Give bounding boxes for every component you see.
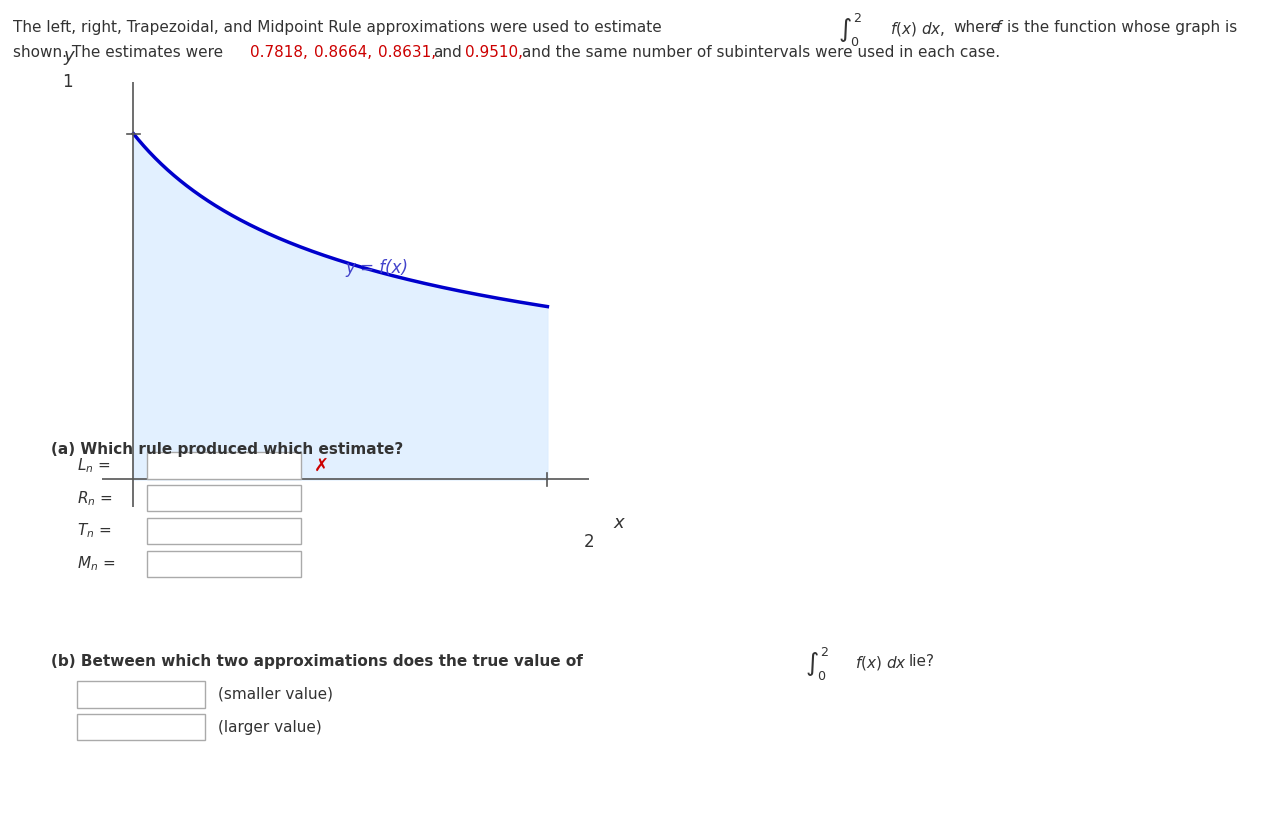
Text: $M_n$ =: $M_n$ = <box>77 555 115 573</box>
Text: and: and <box>433 45 461 60</box>
Text: The left, right, Trapezoidal, and Midpoint Rule approximations were used to esti: The left, right, Trapezoidal, and Midpoi… <box>13 20 662 35</box>
Text: 0.8664,: 0.8664, <box>314 45 371 60</box>
Text: 0.8631,: 0.8631, <box>378 45 435 60</box>
Text: is the function whose graph is: is the function whose graph is <box>1007 20 1238 35</box>
Text: shown. The estimates were: shown. The estimates were <box>13 45 228 60</box>
Text: 1: 1 <box>63 73 73 91</box>
Text: lie?: lie? <box>909 654 934 669</box>
Text: $\int_0^2$: $\int_0^2$ <box>805 646 829 683</box>
Text: 2: 2 <box>584 533 594 551</box>
Text: f: f <box>996 20 1001 35</box>
Text: y: y <box>64 47 74 65</box>
Text: (larger value): (larger value) <box>218 720 321 735</box>
Text: x: x <box>613 515 623 533</box>
Text: 0.9510,: 0.9510, <box>465 45 522 60</box>
Text: ✗: ✗ <box>314 456 329 474</box>
Text: $\int_0^2$: $\int_0^2$ <box>838 12 863 49</box>
Text: and the same number of subintervals were used in each case.: and the same number of subintervals were… <box>522 45 1001 60</box>
Text: $T_n$ =: $T_n$ = <box>77 522 111 540</box>
Text: where: where <box>954 20 1001 35</box>
Text: (a) Which rule produced which estimate?: (a) Which rule produced which estimate? <box>51 442 403 456</box>
Text: $L_n$ =: $L_n$ = <box>77 456 110 474</box>
Text: 0.7818,: 0.7818, <box>250 45 307 60</box>
Text: $f(x)\ dx,$: $f(x)\ dx,$ <box>890 20 945 38</box>
Text: y = f(x): y = f(x) <box>346 259 408 277</box>
Text: $R_n$ =: $R_n$ = <box>77 489 113 507</box>
Text: (smaller value): (smaller value) <box>218 687 333 702</box>
Text: (b) Between which two approximations does the true value of: (b) Between which two approximations doe… <box>51 654 589 669</box>
Text: $f(x)\ dx$: $f(x)\ dx$ <box>855 654 908 672</box>
